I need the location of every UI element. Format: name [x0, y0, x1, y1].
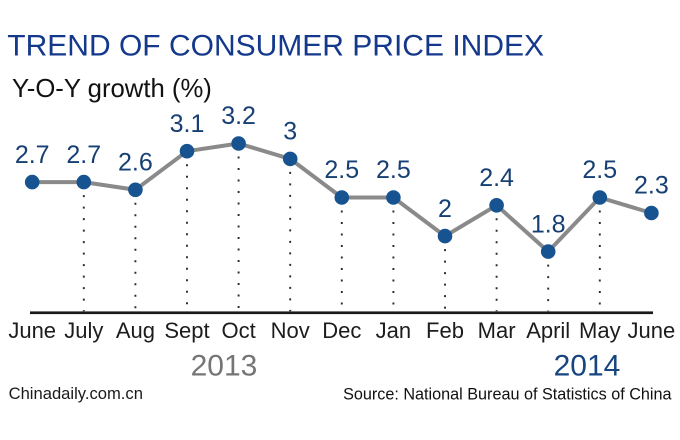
svg-text:Aug: Aug — [116, 318, 155, 343]
svg-text:3.2: 3.2 — [221, 102, 256, 130]
svg-text:Nov: Nov — [271, 318, 310, 343]
svg-text:2: 2 — [438, 195, 452, 223]
svg-text:2.6: 2.6 — [118, 149, 153, 177]
svg-text:June: June — [8, 318, 56, 343]
svg-text:2.5: 2.5 — [324, 156, 359, 184]
svg-text:Dec: Dec — [322, 318, 361, 343]
svg-text:Y-O-Y growth (%): Y-O-Y growth (%) — [12, 75, 212, 103]
svg-text:2.3: 2.3 — [634, 172, 669, 200]
svg-text:3: 3 — [283, 118, 297, 146]
svg-text:2.5: 2.5 — [376, 156, 411, 184]
svg-text:Oct: Oct — [221, 318, 255, 343]
svg-text:July: July — [64, 318, 103, 343]
svg-text:Sept: Sept — [164, 318, 209, 343]
svg-text:2013: 2013 — [191, 349, 258, 382]
svg-text:2.7: 2.7 — [15, 141, 50, 169]
svg-text:2.5: 2.5 — [582, 156, 617, 184]
svg-text:2.7: 2.7 — [66, 141, 101, 169]
svg-text:Mar: Mar — [478, 318, 516, 343]
svg-text:May: May — [579, 318, 621, 343]
svg-text:April: April — [526, 318, 570, 343]
svg-text:Jan: Jan — [376, 318, 411, 343]
svg-text:June: June — [628, 318, 676, 343]
svg-text:Feb: Feb — [426, 318, 464, 343]
svg-text:TREND OF CONSUMER PRICE INDEX: TREND OF CONSUMER PRICE INDEX — [7, 30, 544, 63]
svg-text:2014: 2014 — [554, 350, 621, 383]
svg-text:1.8: 1.8 — [531, 210, 566, 238]
svg-text:Chinadaily.com.cn: Chinadaily.com.cn — [9, 384, 143, 403]
svg-text:3.1: 3.1 — [170, 110, 205, 138]
svg-text:2.4: 2.4 — [479, 164, 514, 192]
svg-text:Source: National Bureau of Sta: Source: National Bureau of Statistics of… — [343, 386, 671, 404]
